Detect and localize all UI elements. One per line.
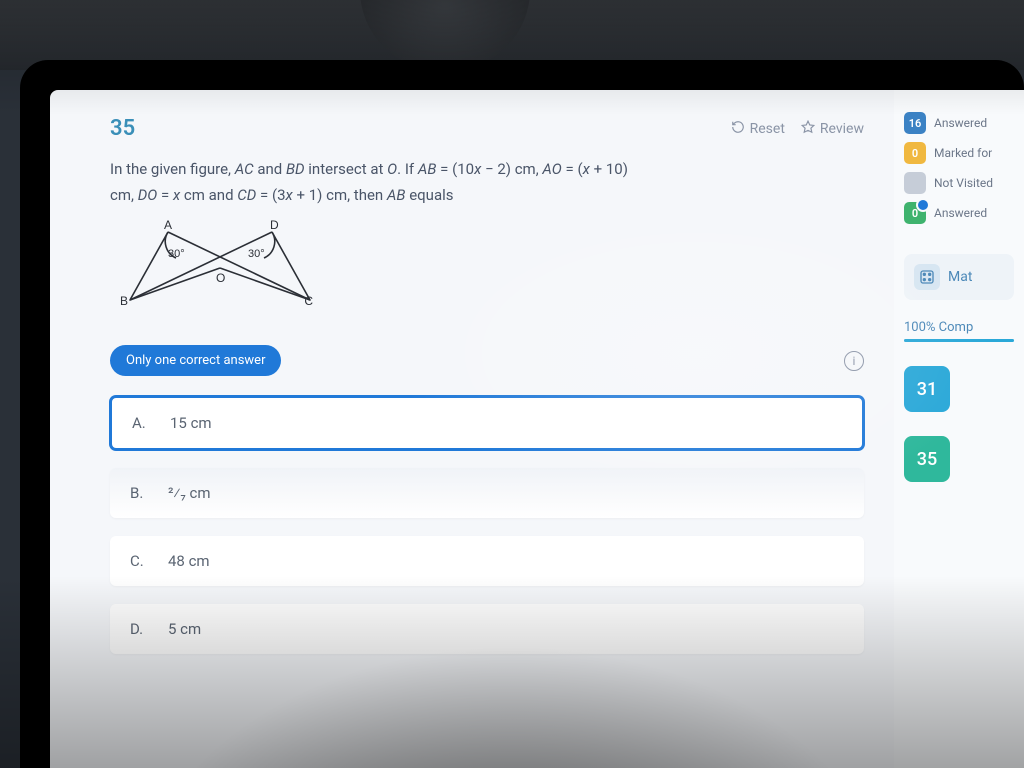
legend-label: Marked for <box>934 146 992 160</box>
option-letter: A. <box>132 414 152 432</box>
figure-label-B: B <box>120 294 128 308</box>
option-C[interactable]: C. 48 cm <box>110 536 864 586</box>
header-actions: Reset Review <box>731 120 864 138</box>
figure-angle-2: 30° <box>248 248 265 260</box>
legend-swatch-icon: 0 <box>904 202 926 224</box>
legend-answered-marked: 0 Answered <box>894 198 1024 228</box>
question-line-2: cm, DO = x cm and CD = (3x + 1) cm, then… <box>110 186 454 204</box>
monitor-frame: 35 Reset Review <box>20 60 1024 768</box>
option-B[interactable]: B. ²⁄₇ cm <box>110 468 864 518</box>
section-label: Mat <box>948 269 972 285</box>
option-letter: D. <box>130 620 150 638</box>
legend-label: Not Visited <box>934 176 993 190</box>
legend-swatch-icon <box>904 172 926 194</box>
dice-icon <box>914 264 940 290</box>
figure-angle-1: 30° <box>168 248 185 260</box>
answer-type-badge: Only one correct answer <box>110 345 281 376</box>
option-text: 5 cm <box>168 620 201 638</box>
legend-answered: 16 Answered <box>894 108 1024 138</box>
progress-bar <box>904 339 1014 342</box>
section-button[interactable]: Mat <box>904 254 1014 300</box>
reset-icon <box>731 120 745 138</box>
reset-label: Reset <box>750 121 785 137</box>
legend-swatch-icon: 0 <box>904 142 926 164</box>
question-nav-31[interactable]: 31 <box>904 366 950 412</box>
legend-label: Answered <box>934 116 987 130</box>
option-letter: B. <box>130 484 150 502</box>
legend-swatch-icon: 16 <box>904 112 926 134</box>
option-letter: C. <box>130 552 150 570</box>
reset-button[interactable]: Reset <box>731 120 785 138</box>
geometry-figure: A D B C O 30° 30° <box>120 220 864 319</box>
answer-type-row: Only one correct answer i <box>110 345 864 396</box>
legend-notvisited: Not Visited <box>894 168 1024 198</box>
progress-label: 100% Comp <box>894 308 1024 339</box>
option-text: ²⁄₇ cm <box>168 484 211 502</box>
question-number: 35 <box>110 116 731 141</box>
app-screen: 35 Reset Review <box>50 90 1024 768</box>
info-icon[interactable]: i <box>844 351 864 371</box>
figure-label-D: D <box>270 220 279 232</box>
option-text: 48 cm <box>168 552 210 570</box>
question-header: 35 Reset Review <box>110 116 864 141</box>
legend-marked: 0 Marked for <box>894 138 1024 168</box>
question-panel: 35 Reset Review <box>50 90 894 768</box>
options-list: A. 15 cm B. ²⁄₇ cm C. 48 cm D. 5 cm <box>110 396 864 654</box>
option-D[interactable]: D. 5 cm <box>110 604 864 654</box>
sidebar: 16 Answered 0 Marked for Not Visited 0 A… <box>894 90 1024 768</box>
question-line-1: In the given figure, AC and BD intersect… <box>110 160 628 178</box>
question-text: In the given figure, AC and BD intersect… <box>110 157 864 208</box>
figure-label-A: A <box>164 220 172 232</box>
figure-label-O: O <box>216 271 225 285</box>
option-A[interactable]: A. 15 cm <box>110 396 864 450</box>
question-nav-35[interactable]: 35 <box>904 436 950 482</box>
legend-label: Answered <box>934 206 987 220</box>
review-label: Review <box>820 121 864 137</box>
review-button[interactable]: Review <box>801 120 864 138</box>
star-icon <box>801 120 815 138</box>
figure-label-C: C <box>304 294 313 308</box>
option-text: 15 cm <box>170 414 212 432</box>
